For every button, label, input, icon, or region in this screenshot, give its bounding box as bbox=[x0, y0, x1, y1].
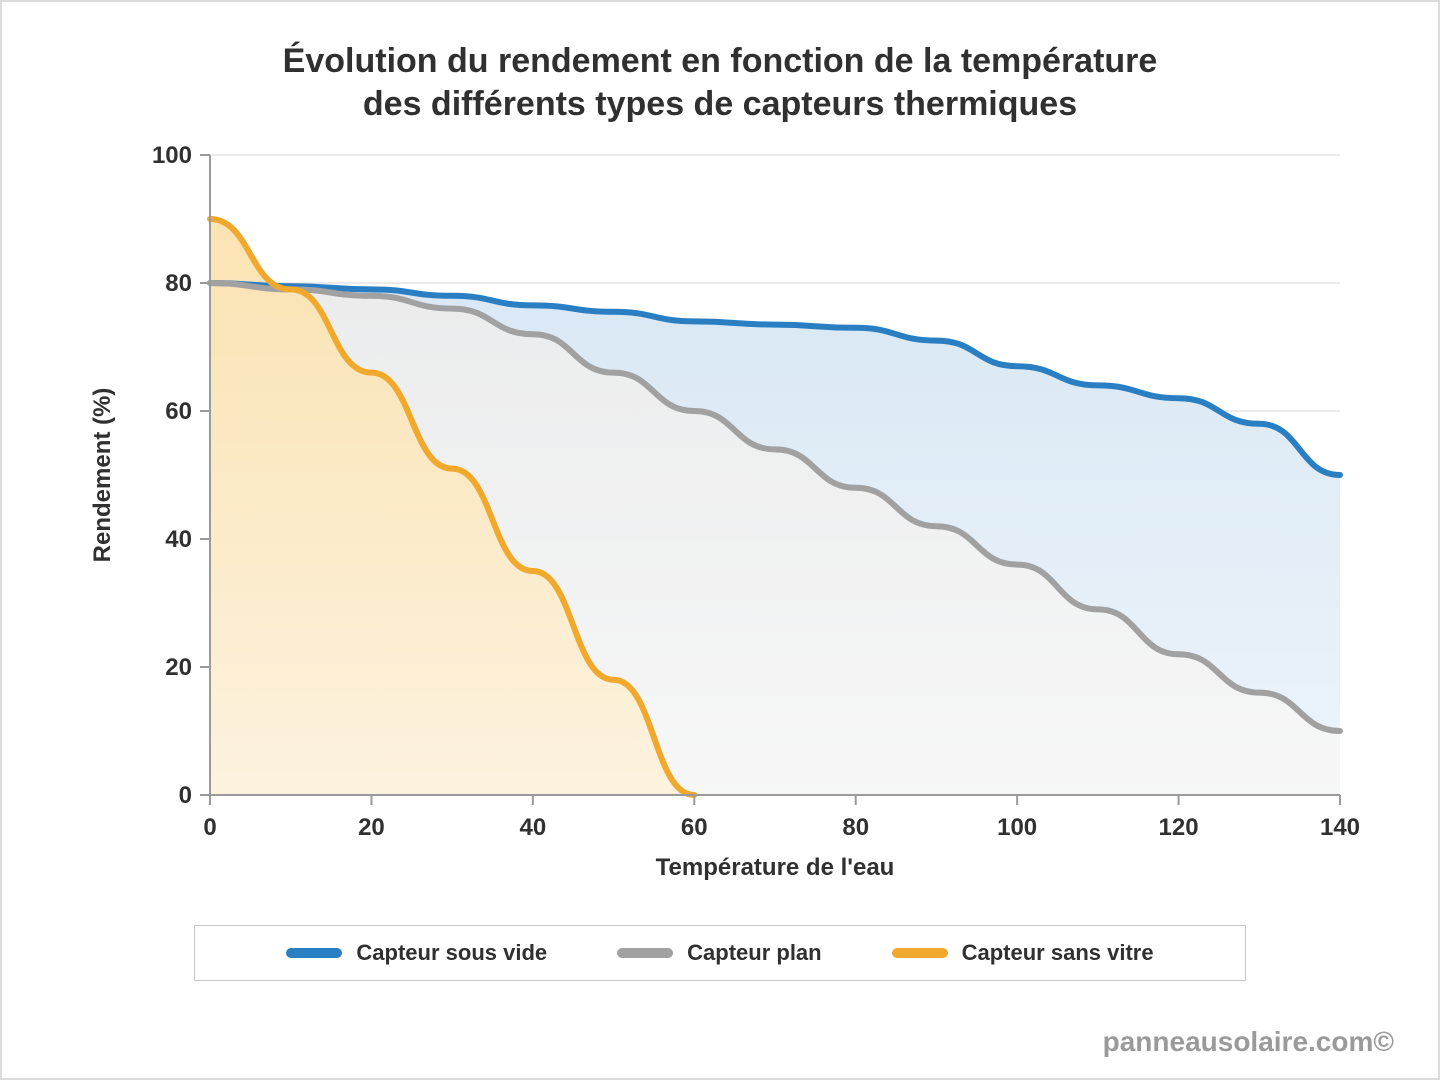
svg-text:20: 20 bbox=[165, 654, 192, 681]
legend-item-sans-vitre: Capteur sans vitre bbox=[892, 940, 1154, 966]
svg-text:100: 100 bbox=[152, 142, 192, 169]
chart-title-line1: Évolution du rendement en fonction de la… bbox=[283, 42, 1158, 80]
credit-text: panneausolaire.com© bbox=[1103, 1026, 1394, 1058]
svg-text:20: 20 bbox=[358, 814, 385, 841]
svg-text:Rendement (%): Rendement (%) bbox=[89, 388, 116, 563]
chart-container: Évolution du rendement en fonction de la… bbox=[0, 0, 1440, 1080]
legend: Capteur sous vide Capteur plan Capteur s… bbox=[194, 925, 1246, 981]
legend-label: Capteur sans vitre bbox=[962, 940, 1154, 966]
svg-text:60: 60 bbox=[681, 814, 708, 841]
svg-text:140: 140 bbox=[1320, 814, 1360, 841]
svg-text:Température de l'eau: Température de l'eau bbox=[656, 854, 895, 881]
legend-swatch-icon bbox=[892, 948, 948, 958]
legend-label: Capteur sous vide bbox=[356, 940, 547, 966]
svg-text:120: 120 bbox=[1159, 814, 1199, 841]
svg-text:40: 40 bbox=[165, 526, 192, 553]
svg-text:80: 80 bbox=[842, 814, 869, 841]
svg-text:0: 0 bbox=[179, 782, 192, 809]
legend-swatch-icon bbox=[286, 948, 342, 958]
chart-title: Évolution du rendement en fonction de la… bbox=[42, 40, 1398, 125]
chart-title-line2: des différents types de capteurs thermiq… bbox=[363, 85, 1077, 123]
chart-plot-area: 0 20 40 60 80 100 120 140 0 20 40 60 80 100 Températur… bbox=[70, 135, 1370, 895]
legend-item-plan: Capteur plan bbox=[617, 940, 821, 966]
svg-text:40: 40 bbox=[520, 814, 547, 841]
svg-text:0: 0 bbox=[203, 814, 216, 841]
legend-label: Capteur plan bbox=[687, 940, 821, 966]
svg-text:80: 80 bbox=[165, 270, 192, 297]
svg-text:60: 60 bbox=[165, 398, 192, 425]
svg-text:100: 100 bbox=[997, 814, 1037, 841]
chart-svg: 0 20 40 60 80 100 120 140 0 20 40 60 80 100 Températur… bbox=[70, 135, 1370, 895]
legend-item-sous-vide: Capteur sous vide bbox=[286, 940, 547, 966]
legend-swatch-icon bbox=[617, 948, 673, 958]
